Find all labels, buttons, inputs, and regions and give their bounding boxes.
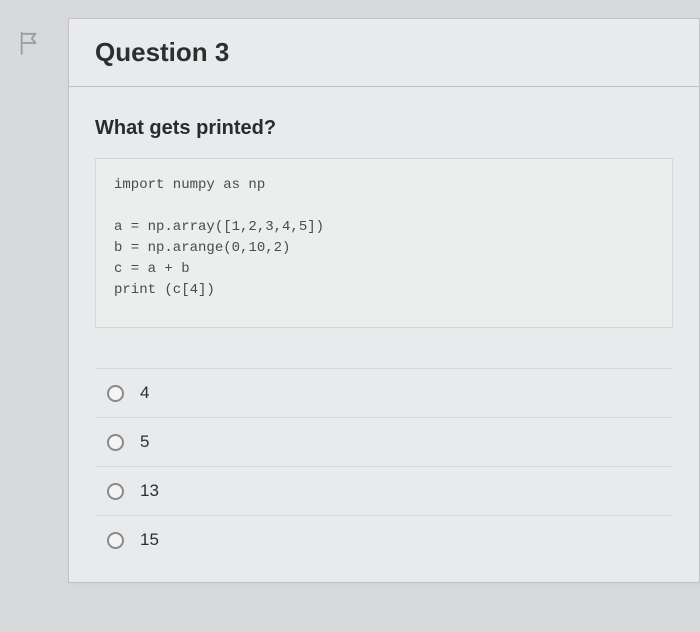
question-body: What gets printed? import numpy as np a … <box>69 87 699 582</box>
flag-icon[interactable] <box>18 30 40 56</box>
code-block: import numpy as np a = np.array([1,2,3,4… <box>95 158 673 328</box>
radio-icon[interactable] <box>107 385 124 402</box>
option-label: 5 <box>140 432 149 452</box>
option-row[interactable]: 15 <box>95 516 673 564</box>
question-container: Question 3 What gets printed? import num… <box>18 18 700 583</box>
option-label: 4 <box>140 383 149 403</box>
code-line: b = np.arange(0,10,2) <box>114 240 290 256</box>
radio-icon[interactable] <box>107 532 124 549</box>
code-line: a = np.array([1,2,3,4,5]) <box>114 219 324 235</box>
radio-icon[interactable] <box>107 434 124 451</box>
option-row[interactable]: 4 <box>95 369 673 418</box>
options-list: 4 5 13 15 <box>95 368 673 564</box>
question-title: Question 3 <box>95 37 673 68</box>
option-row[interactable]: 5 <box>95 418 673 467</box>
question-header: Question 3 <box>69 19 699 87</box>
option-label: 13 <box>140 481 159 501</box>
code-line: c = a + b <box>114 261 190 277</box>
option-label: 15 <box>140 530 159 550</box>
radio-icon[interactable] <box>107 483 124 500</box>
code-line: import numpy as np <box>114 177 265 193</box>
code-line: print (c[4]) <box>114 282 215 298</box>
option-row[interactable]: 13 <box>95 467 673 516</box>
question-card: Question 3 What gets printed? import num… <box>68 18 700 583</box>
question-prompt: What gets printed? <box>95 117 673 140</box>
